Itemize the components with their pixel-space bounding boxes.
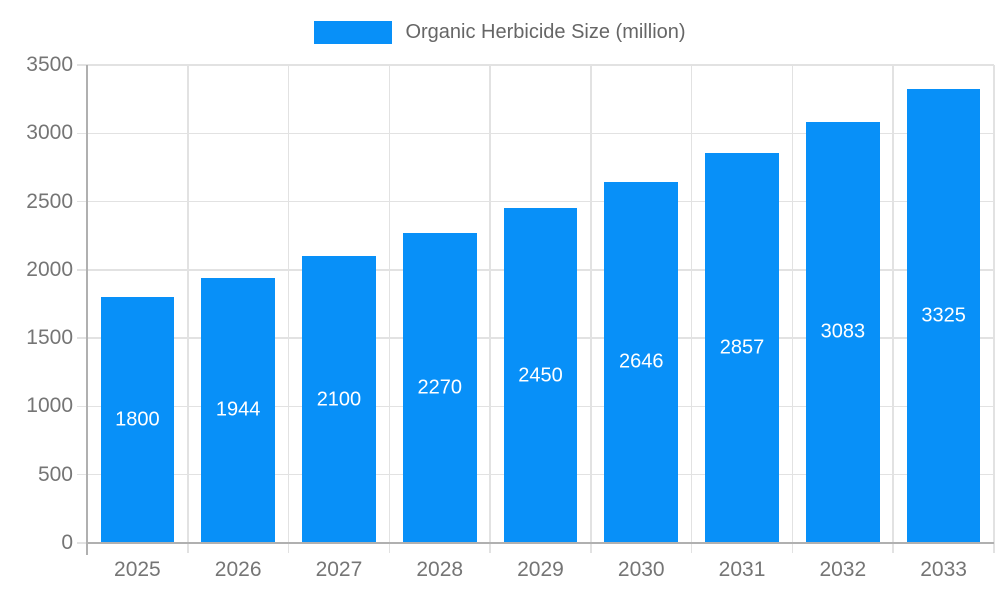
y-tick-label: 3500 [26, 53, 73, 76]
x-tick-label: 2030 [617, 558, 665, 581]
x-tick-label: 2033 [920, 558, 967, 581]
y-axis-tick [77, 269, 87, 271]
bar-value-label: 2100 [316, 388, 362, 411]
gridline-vertical [690, 65, 693, 543]
x-tick-label: 2032 [819, 558, 867, 581]
gridline-vertical [892, 65, 894, 543]
x-axis-tick [993, 543, 995, 553]
gridline-vertical [388, 65, 391, 543]
gridline-vertical [187, 65, 189, 543]
bar-2026[interactable]: 1944 [201, 277, 275, 543]
x-tick-label: 2029 [517, 558, 564, 581]
y-axis-tick [77, 64, 87, 66]
gridline-horizontal [87, 200, 994, 203]
bar-2033[interactable]: 3325 [906, 88, 981, 543]
x-axis-tick [287, 543, 290, 553]
chart-legend[interactable]: Organic Herbicide Size (million) [0, 19, 1000, 45]
bar-value-label: 2857 [719, 336, 765, 359]
bar-2028[interactable]: 2270 [402, 232, 477, 543]
y-tick-label: 0 [61, 531, 73, 554]
x-axis-tick [187, 543, 189, 553]
y-axis-line [86, 65, 88, 555]
y-tick-label: 500 [37, 462, 73, 486]
plot-area: 0 500 1000 1500 2000 2500 3000 3500 1800 2025 1944… [26, 53, 995, 581]
x-axis-line [87, 542, 994, 544]
x-tick-label: 2025 [114, 558, 161, 581]
bar-value-label: 1800 [115, 408, 160, 431]
gridline-horizontal [87, 64, 994, 66]
bar-value-label: 3325 [921, 304, 966, 327]
y-tick-label: 2500 [26, 189, 73, 213]
gridline-vertical [791, 65, 794, 543]
legend-label: Organic Herbicide Size (million) [405, 20, 686, 43]
bar-2031[interactable]: 2857 [705, 152, 779, 543]
y-axis-tick [77, 473, 87, 476]
bar-2029[interactable]: 2450 [503, 208, 578, 543]
x-axis-tick [791, 543, 794, 553]
gridline-horizontal [87, 132, 994, 135]
bar-value-label: 2270 [417, 376, 462, 399]
gridline-vertical [590, 65, 592, 543]
x-axis-tick [892, 543, 894, 553]
bar-value-label: 2646 [619, 350, 664, 373]
y-axis-tick [77, 405, 87, 408]
gridline-vertical [993, 65, 995, 543]
bar-2027[interactable]: 2100 [302, 256, 376, 543]
x-axis-tick [388, 543, 391, 553]
x-tick-label: 2031 [718, 558, 766, 581]
y-tick-label: 1000 [26, 394, 73, 418]
bar-value-label: 2450 [518, 364, 563, 387]
bar-2025[interactable]: 1800 [100, 297, 175, 543]
x-tick-label: 2028 [416, 558, 464, 581]
gridline-vertical [287, 65, 290, 543]
bar-value-label: 1944 [215, 398, 261, 421]
legend-swatch-icon [314, 20, 393, 44]
y-axis-tick [77, 337, 87, 339]
gridline-vertical [489, 65, 491, 543]
x-tick-label: 2026 [214, 558, 262, 581]
x-axis-tick [590, 543, 592, 553]
y-tick-label: 3000 [26, 121, 73, 145]
x-axis-tick [690, 543, 693, 553]
y-axis-tick [77, 200, 87, 203]
y-axis-tick [77, 132, 87, 135]
y-tick-label: 1500 [26, 326, 73, 350]
bar-2030[interactable]: 2646 [604, 181, 679, 543]
bar-2032[interactable]: 3083 [806, 121, 880, 543]
x-tick-label: 2027 [315, 558, 363, 581]
bar-value-label: 3083 [820, 320, 866, 343]
y-axis-tick [77, 542, 87, 544]
x-axis-tick [489, 543, 491, 553]
y-tick-label: 2000 [26, 257, 73, 281]
